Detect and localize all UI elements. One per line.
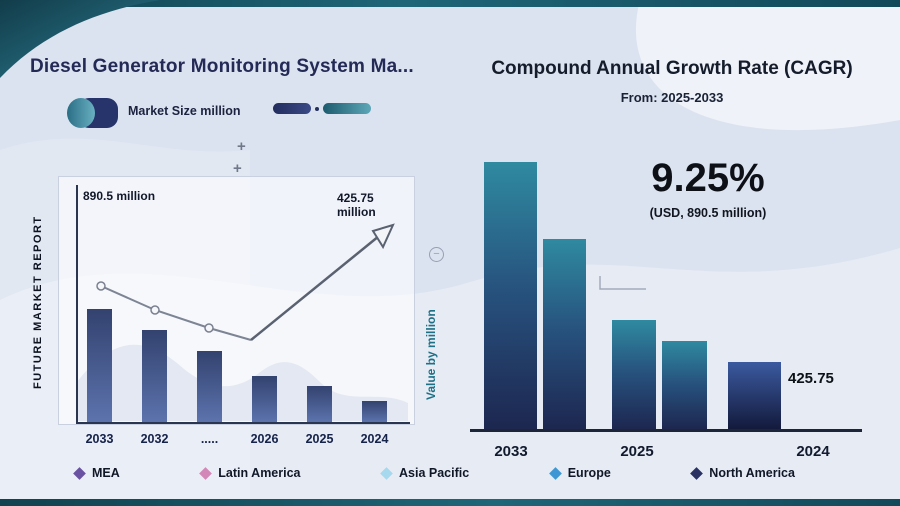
cagr-x-label-2024: 2024 bbox=[796, 443, 830, 460]
legend-diamond-icon bbox=[73, 466, 86, 480]
market-bar-2033 bbox=[87, 309, 112, 422]
legend-item-latin-america: Latin America bbox=[199, 466, 301, 480]
y-axis-line bbox=[76, 185, 78, 424]
cagr-bar-2025-2 bbox=[612, 320, 656, 429]
market-bar- bbox=[197, 351, 222, 422]
market-x-label: 2025 bbox=[305, 432, 334, 446]
value-by-million-label: Value by million bbox=[424, 309, 438, 401]
market-bar-2026 bbox=[252, 376, 277, 422]
legend-diamond-icon bbox=[380, 466, 393, 480]
market-bar-column: 2025 bbox=[306, 301, 333, 446]
legend-diamond-icon bbox=[690, 466, 704, 480]
cagr-x-labels: 2033 2025 2024 bbox=[470, 158, 865, 460]
bottom-accent-strip bbox=[0, 499, 900, 506]
region-legend: MEA Latin America Asia Pacific Europe North … bbox=[73, 466, 795, 480]
bar-value-425-75: 425.75 bbox=[788, 370, 834, 387]
navy-pill-decor bbox=[273, 103, 311, 114]
legend-diamond-icon bbox=[199, 466, 213, 480]
market-bar-column: 2033 bbox=[86, 301, 113, 446]
cagr-bar-group bbox=[470, 158, 865, 432]
cagr-title: Compound Annual Growth Rate (CAGR) bbox=[491, 58, 853, 79]
market-bar-2025 bbox=[307, 386, 332, 422]
cagr-x-axis-line bbox=[470, 429, 862, 432]
teal-pill-decor bbox=[323, 103, 371, 114]
market-bar-2032 bbox=[142, 330, 167, 422]
cagr-percentage: 9.25% bbox=[651, 156, 765, 200]
annotation-890-5-million: 890.5 million bbox=[83, 189, 156, 203]
legend-item-europe: Europe bbox=[548, 466, 611, 480]
legend-label: Asia Pacific bbox=[399, 466, 470, 480]
circle-minus-icon: − bbox=[429, 247, 444, 262]
market-bar-column: 2032 bbox=[141, 301, 168, 446]
annotation-425-75-million: 425.75 million bbox=[337, 191, 376, 219]
market-bar-group: 2033 2032..... 2026 2025 2024 bbox=[86, 301, 388, 446]
top-accent-strip bbox=[0, 0, 900, 7]
market-bar-column: 2024 bbox=[361, 301, 388, 446]
market-bar-column: 2026 bbox=[251, 301, 278, 446]
legend-item-mea: MEA bbox=[73, 466, 120, 480]
market-size-chart: 890.5 million 425.75 million 2033 2032...… bbox=[58, 176, 415, 446]
legend-label: Latin America bbox=[218, 466, 301, 480]
market-size-icon bbox=[67, 98, 118, 128]
legend-label: Europe bbox=[567, 466, 611, 480]
market-x-label: 2033 bbox=[85, 432, 114, 446]
cagr-x-label-2033: 2033 bbox=[494, 443, 528, 460]
cagr-bar-2025-3 bbox=[662, 341, 707, 429]
x-axis-line bbox=[76, 422, 410, 424]
market-size-legend-label: Market Size million bbox=[128, 104, 241, 118]
market-bar-2024 bbox=[362, 401, 387, 422]
cagr-bar-chart: 425.75 2033 2025 2024 bbox=[470, 158, 865, 460]
plus-icon: + bbox=[237, 138, 246, 155]
cagr-subtitle: From: 2025-2033 bbox=[620, 90, 724, 105]
legend-label: North America bbox=[709, 466, 795, 480]
future-market-report-label: FUTURE MARKET REPORT bbox=[32, 215, 44, 389]
market-bar-column: ..... bbox=[197, 301, 222, 446]
left-chart-title: Diesel Generator Monitoring System Ma... bbox=[30, 56, 414, 77]
legend-item-asia-pacific: Asia Pacific bbox=[380, 466, 470, 480]
cagr-bar-2033-0 bbox=[484, 162, 537, 429]
legend-diamond-icon bbox=[548, 466, 562, 480]
pill-dot-decor bbox=[315, 107, 319, 111]
corner-wave-decor bbox=[0, 0, 160, 78]
market-x-label: 2026 bbox=[250, 432, 279, 446]
market-x-label: ..... bbox=[200, 432, 219, 446]
legend-label: MEA bbox=[92, 466, 120, 480]
cagr-bar-2033-1 bbox=[543, 239, 586, 429]
cagr-bar-2024-4 bbox=[728, 362, 781, 429]
market-x-label: 2024 bbox=[360, 432, 389, 446]
legend-item-north-america: North America bbox=[690, 466, 795, 480]
market-x-label: 2032 bbox=[140, 432, 169, 446]
cagr-usd-note: (USD, 890.5 million) bbox=[649, 206, 767, 220]
cagr-x-label-2025: 2025 bbox=[620, 443, 654, 460]
plus-icon: + bbox=[233, 160, 242, 177]
